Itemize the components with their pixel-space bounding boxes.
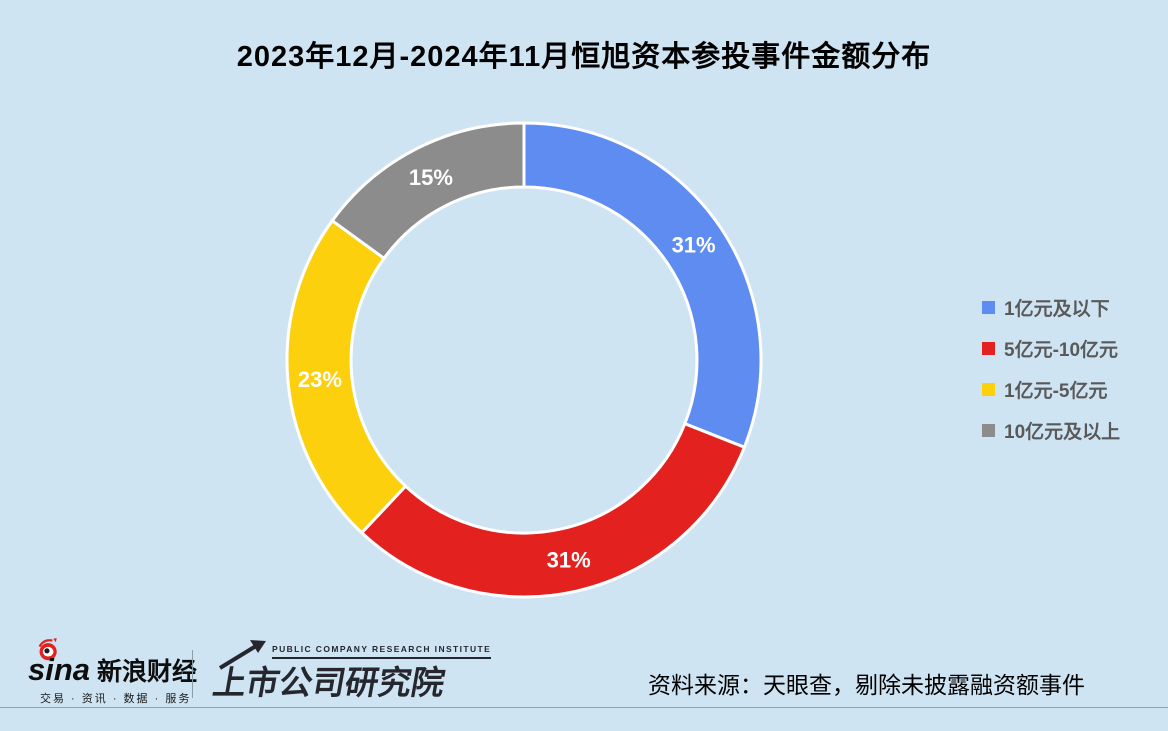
legend-item: 1亿元-5亿元 — [982, 376, 1120, 403]
legend-label: 1亿元及以下 — [1004, 299, 1110, 320]
trend-arrow-icon — [218, 640, 266, 670]
institute-subtitle: PUBLIC COMPANY RESEARCH INSTITUTE — [272, 644, 492, 659]
research-institute-logo: PUBLIC COMPANY RESEARCH INSTITUTE 上市公司研究… — [210, 640, 492, 704]
logo-divider — [192, 650, 193, 698]
sina-wordmark: sina — [28, 652, 91, 687]
donut-slice-3 — [330, 121, 526, 261]
donut-slice-1 — [359, 421, 747, 599]
footer-divider — [0, 707, 1168, 708]
sina-finance-name: 新浪财经 — [97, 658, 198, 686]
legend-label: 5亿元-10亿元 — [1004, 340, 1119, 361]
legend-item: 1亿元及以下 — [982, 294, 1120, 321]
legend-label: 1亿元-5亿元 — [1004, 381, 1108, 402]
chart-title: 2023年12月-2024年11月恒旭资本参投事件金额分布 — [236, 41, 932, 74]
slice-percent-label: 23% — [298, 367, 342, 392]
chart-legend: 1亿元及以下 5亿元-10亿元 1亿元-5亿元 10亿元及以上 — [982, 294, 1120, 444]
slice-percent-label: 15% — [409, 165, 453, 190]
slice-percent-label: 31% — [672, 232, 716, 257]
legend-item: 5亿元-10亿元 — [982, 335, 1120, 362]
legend-label: 10亿元及以上 — [1004, 422, 1121, 443]
legend-marker — [982, 383, 995, 396]
legend-marker — [982, 301, 995, 314]
legend-marker — [982, 342, 995, 355]
sina-eye-icon — [38, 638, 57, 661]
legend-marker — [982, 424, 995, 437]
donut-slice-0 — [522, 121, 763, 450]
slice-percent-label: 31% — [547, 548, 591, 573]
source-note: 资料来源：天眼查，剔除未披露融资额事件 — [648, 672, 1085, 698]
sina-tagline: 交易 · 资讯 · 数据 · 服务 — [40, 693, 192, 705]
legend-item: 10亿元及以上 — [982, 417, 1120, 444]
sina-finance-logo: sina 新浪财经 交易 · 资讯 · 数据 · 服务 — [28, 638, 197, 705]
institute-name: 上市公司研究院 — [210, 664, 448, 701]
